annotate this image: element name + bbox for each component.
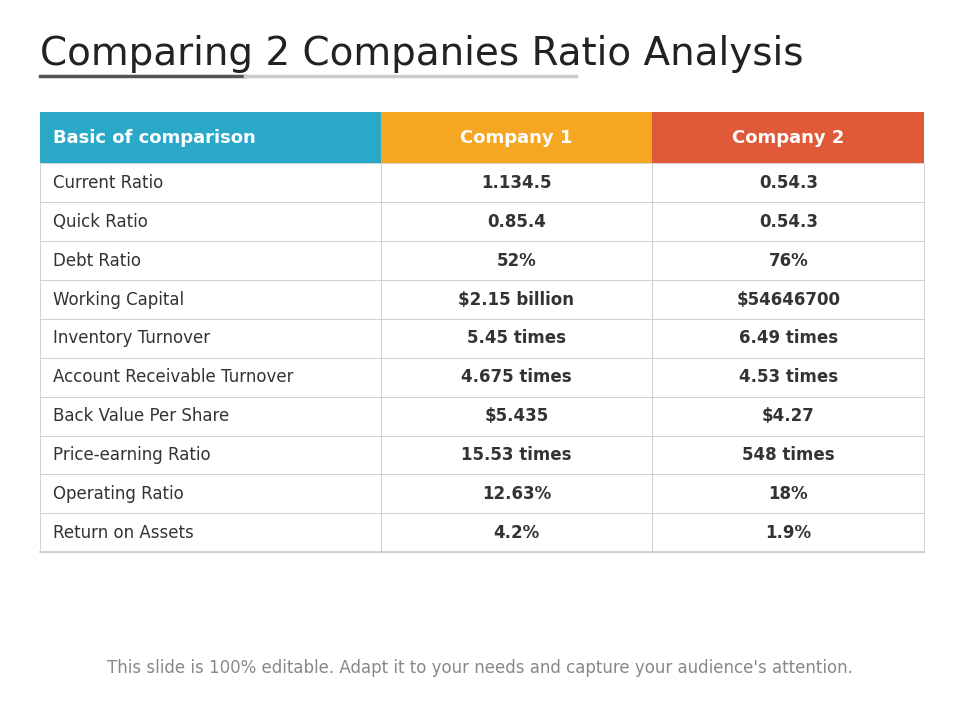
Text: 0.54.3: 0.54.3 [758, 174, 818, 192]
Text: Debt Ratio: Debt Ratio [53, 251, 141, 269]
Text: Inventory Turnover: Inventory Turnover [53, 329, 210, 347]
Text: $5.435: $5.435 [484, 408, 548, 425]
Text: 4.675 times: 4.675 times [461, 369, 572, 386]
Text: Basic of comparison: Basic of comparison [53, 129, 255, 147]
Text: $2.15 billion: $2.15 billion [459, 291, 574, 308]
Text: 1.9%: 1.9% [765, 524, 811, 541]
Text: Quick Ratio: Quick Ratio [53, 213, 148, 230]
Text: 15.53 times: 15.53 times [461, 446, 572, 464]
Text: Company 1: Company 1 [460, 129, 572, 147]
Text: 12.63%: 12.63% [482, 485, 551, 503]
Text: 0.54.3: 0.54.3 [758, 213, 818, 230]
Text: 6.49 times: 6.49 times [739, 329, 838, 347]
Text: 0.85.4: 0.85.4 [487, 213, 546, 230]
Text: 52%: 52% [496, 251, 537, 269]
Text: Current Ratio: Current Ratio [53, 174, 163, 192]
Text: 18%: 18% [769, 485, 808, 503]
Text: 4.53 times: 4.53 times [739, 369, 838, 386]
Text: 548 times: 548 times [742, 446, 834, 464]
Text: Return on Assets: Return on Assets [53, 524, 194, 541]
Text: This slide is 100% editable. Adapt it to your needs and capture your audience's : This slide is 100% editable. Adapt it to… [108, 660, 852, 677]
Text: 1.134.5: 1.134.5 [481, 174, 552, 192]
Text: 5.45 times: 5.45 times [467, 329, 566, 347]
Text: Comparing 2 Companies Ratio Analysis: Comparing 2 Companies Ratio Analysis [40, 35, 804, 73]
Text: 76%: 76% [768, 251, 808, 269]
Text: $54646700: $54646700 [736, 291, 840, 308]
Text: $4.27: $4.27 [762, 408, 815, 425]
Text: Operating Ratio: Operating Ratio [53, 485, 183, 503]
Text: Price-earning Ratio: Price-earning Ratio [53, 446, 210, 464]
Text: 4.2%: 4.2% [493, 524, 540, 541]
Text: Company 2: Company 2 [732, 129, 845, 147]
Text: Account Receivable Turnover: Account Receivable Turnover [53, 369, 294, 386]
Text: Back Value Per Share: Back Value Per Share [53, 408, 229, 425]
Text: Working Capital: Working Capital [53, 291, 184, 308]
